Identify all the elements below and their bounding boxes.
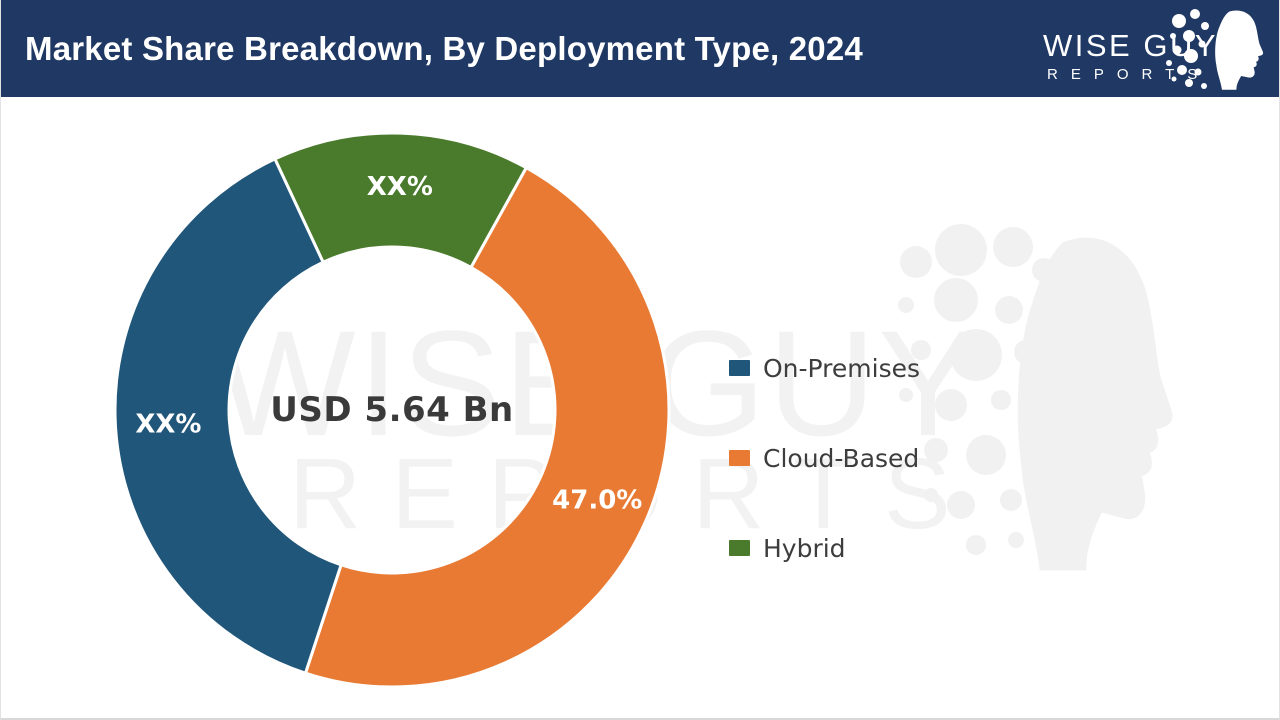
legend-swatch-icon [729, 450, 750, 466]
slice-on-premises [113, 157, 343, 675]
wise-guy-reports-logo: WISE GUY REPORTS [1043, 9, 1264, 90]
watermark-face-icon [898, 224, 1173, 571]
legend-label: On-Premises [763, 353, 921, 383]
chart-center-value: USD 5.64 Bn [270, 390, 514, 430]
slice-cloud-based [303, 166, 671, 689]
slice-value-label-on-premises: XX% [135, 409, 201, 439]
slice-value-label-cloud-based: 47.0% [552, 486, 642, 516]
logo-tagline-text: REPORTS [1047, 66, 1210, 83]
legend-swatch-icon [729, 540, 750, 556]
chart-area: WISE GUY REPORTS XX%47.0%XX% USD 5.64 Bn… [1, 97, 1279, 718]
page-title: Market Share Breakdown, By Deployment Ty… [25, 29, 863, 67]
logo-name-text: WISE GUY [1043, 28, 1218, 63]
legend-item-hybrid: Hybrid [729, 533, 920, 563]
legend-label: Hybrid [763, 533, 846, 563]
legend-item-on-premises: On-Premises [729, 353, 920, 383]
logo-face-icon [1166, 9, 1264, 90]
legend-label: Cloud-Based [763, 443, 920, 473]
legend-item-cloud-based: Cloud-Based [729, 443, 920, 473]
header-bar: Market Share Breakdown, By Deployment Ty… [1, 0, 1279, 97]
chart-legend: On-Premises Cloud-Based Hybrid [729, 353, 920, 563]
donut-chart: XX% 47.0% XX% [113, 131, 671, 689]
legend-swatch-icon [729, 360, 750, 376]
slice-value-label-hybrid: XX% [367, 172, 433, 202]
